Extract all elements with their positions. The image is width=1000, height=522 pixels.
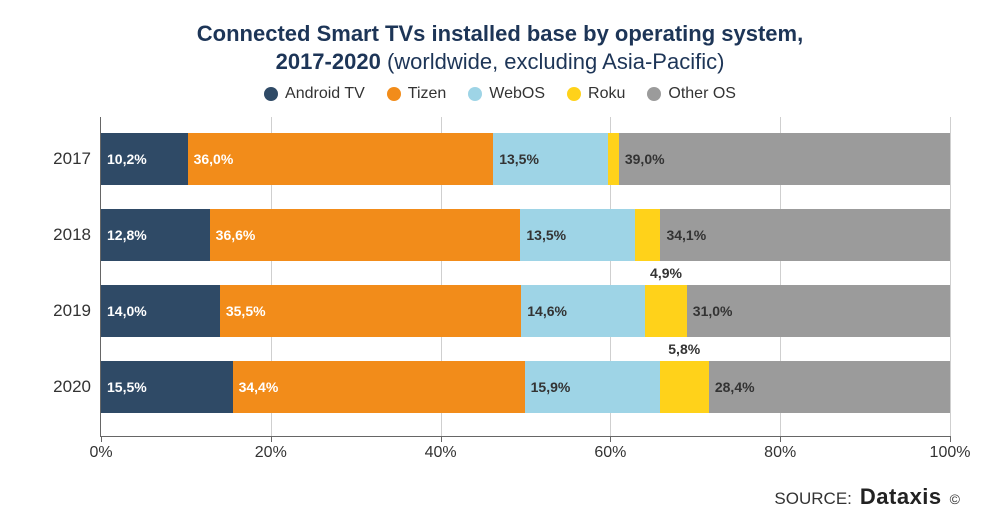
bar-segment: 15,9% bbox=[525, 361, 660, 413]
legend-label: Roku bbox=[588, 85, 625, 103]
x-tick-label: 60% bbox=[594, 436, 626, 462]
segment-label: 15,9% bbox=[525, 379, 571, 395]
legend-item: WebOS bbox=[468, 85, 545, 103]
segment-label: 31,0% bbox=[687, 303, 733, 319]
segment-label: 15,5% bbox=[101, 379, 147, 395]
legend-swatch bbox=[468, 87, 482, 101]
segment-label: 14,6% bbox=[521, 303, 567, 319]
y-category-label: 2020 bbox=[41, 377, 91, 397]
bar-row: 12,8% 36,6% 13,5% 34,1% bbox=[101, 209, 950, 261]
x-tick-label: 40% bbox=[425, 436, 457, 462]
segment-label: 4,9% bbox=[650, 265, 682, 281]
y-category-label: 2018 bbox=[41, 225, 91, 245]
segment-label: 13,5% bbox=[493, 151, 539, 167]
segment-label: 39,0% bbox=[619, 151, 665, 167]
legend-label: WebOS bbox=[489, 85, 545, 103]
legend-item: Roku bbox=[567, 85, 625, 103]
chart: 0%20%40%60%80%100%201710,2%36,0%13,5%39,… bbox=[100, 117, 950, 437]
segment-label: 35,5% bbox=[220, 303, 266, 319]
segment-label: 10,2% bbox=[101, 151, 147, 167]
source-prefix: SOURCE: bbox=[774, 489, 851, 509]
legend-swatch bbox=[567, 87, 581, 101]
x-tick-label: 100% bbox=[930, 436, 971, 462]
bar-segment: 31,0% bbox=[687, 285, 950, 337]
legend-label: Android TV bbox=[285, 85, 365, 103]
bar-segment: 13,5% bbox=[493, 133, 608, 185]
bar-segment: 36,0% bbox=[188, 133, 494, 185]
copyright-icon: © bbox=[950, 491, 960, 507]
segment-label: 12,8% bbox=[101, 227, 147, 243]
bar-segment: 4,9% bbox=[645, 285, 687, 337]
bar-segment: 12,8% bbox=[101, 209, 210, 261]
bar-segment: 14,6% bbox=[521, 285, 645, 337]
legend-item: Other OS bbox=[647, 85, 736, 103]
bar-row: 14,0% 35,5% 14,6% 4,9%31,0% bbox=[101, 285, 950, 337]
bar-segment: 13,5% bbox=[520, 209, 635, 261]
source-attribution: SOURCE: Dataxis © bbox=[774, 484, 960, 510]
bar-segment: 5,8% bbox=[660, 361, 709, 413]
source-brand: Dataxis bbox=[860, 484, 942, 510]
legend-label: Other OS bbox=[668, 85, 736, 103]
bar-segment: 35,5% bbox=[220, 285, 521, 337]
bar-row: 10,2% 36,0% 13,5% 39,0% bbox=[101, 133, 950, 185]
y-category-label: 2017 bbox=[41, 149, 91, 169]
legend-swatch bbox=[387, 87, 401, 101]
bar-segment: 15,5% bbox=[101, 361, 233, 413]
title-line1: Connected Smart TVs installed base by op… bbox=[197, 21, 803, 46]
segment-label: 13,5% bbox=[520, 227, 566, 243]
legend-swatch bbox=[264, 87, 278, 101]
segment-label: 34,1% bbox=[660, 227, 706, 243]
bar-segment: 10,2% bbox=[101, 133, 188, 185]
plot-area: 0%20%40%60%80%100%201710,2%36,0%13,5%39,… bbox=[100, 117, 950, 437]
segment-label: 34,4% bbox=[233, 379, 279, 395]
title-sub: (worldwide, excluding Asia-Pacific) bbox=[387, 49, 724, 74]
segment-label: 36,6% bbox=[210, 227, 256, 243]
bar-segment: 36,6% bbox=[210, 209, 521, 261]
legend-item: Android TV bbox=[264, 85, 365, 103]
bar-segment: 14,0% bbox=[101, 285, 220, 337]
x-tick-label: 80% bbox=[764, 436, 796, 462]
x-tick-label: 0% bbox=[89, 436, 112, 462]
y-category-label: 2019 bbox=[41, 301, 91, 321]
segment-label: 14,0% bbox=[101, 303, 147, 319]
segment-label: 36,0% bbox=[188, 151, 234, 167]
bar-segment: 28,4% bbox=[709, 361, 950, 413]
chart-title: Connected Smart TVs installed base by op… bbox=[40, 20, 960, 75]
legend-item: Tizen bbox=[387, 85, 447, 103]
gridline bbox=[950, 117, 951, 436]
legend: Android TV Tizen WebOS Roku Other OS bbox=[40, 85, 960, 103]
legend-swatch bbox=[647, 87, 661, 101]
bar-row: 15,5% 34,4% 15,9% 5,8%28,4% bbox=[101, 361, 950, 413]
title-line2: 2017-2020 bbox=[276, 49, 381, 74]
bar-segment: 34,4% bbox=[233, 361, 525, 413]
bar-segment bbox=[635, 209, 660, 261]
bar-segment: 34,1% bbox=[660, 209, 950, 261]
bar-segment: 39,0% bbox=[619, 133, 950, 185]
segment-label: 5,8% bbox=[668, 341, 700, 357]
segment-label: 28,4% bbox=[709, 379, 755, 395]
x-tick-label: 20% bbox=[255, 436, 287, 462]
bar-segment bbox=[608, 133, 619, 185]
legend-label: Tizen bbox=[408, 85, 447, 103]
